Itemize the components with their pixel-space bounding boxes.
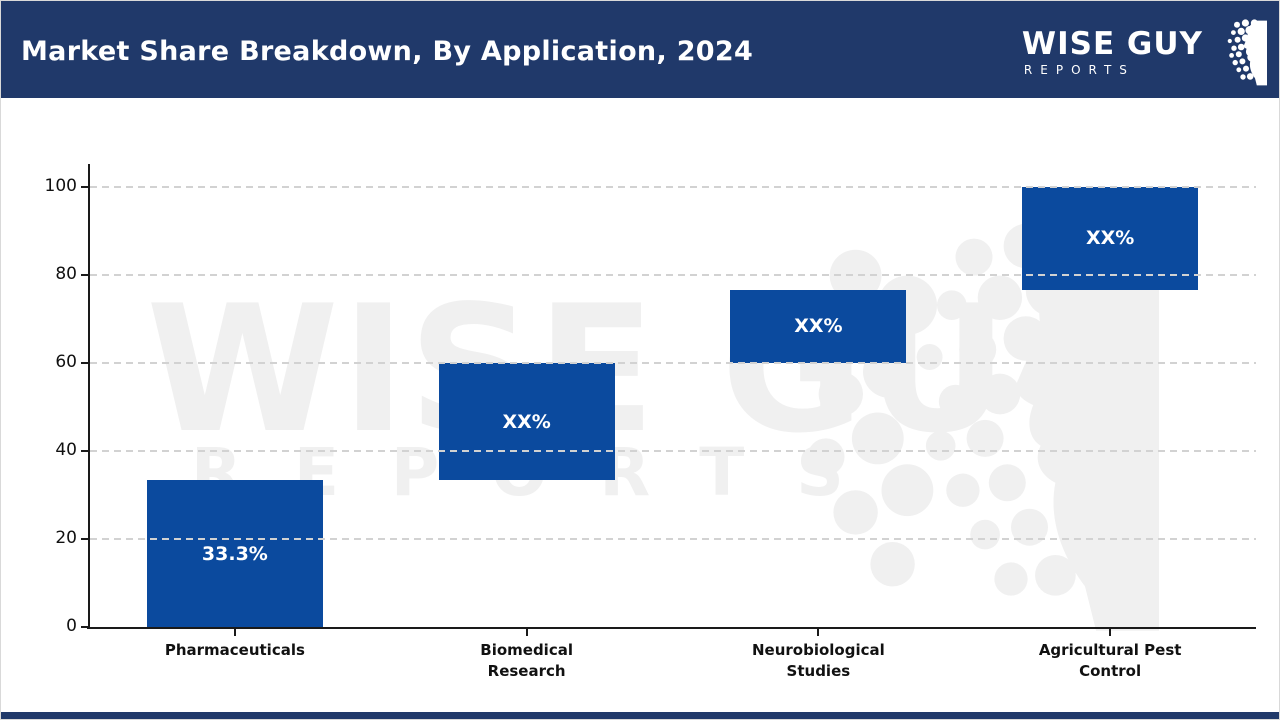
page-title: Market Share Breakdown, By Application, …	[21, 36, 754, 67]
bar-value-label: XX%	[1085, 227, 1135, 250]
y-tick	[81, 538, 89, 540]
bar-value-label: XX%	[502, 410, 551, 433]
x-tick	[1109, 629, 1112, 636]
x-axis-line	[87, 627, 1256, 629]
x-axis-label-line: Biomedical	[480, 641, 573, 659]
x-axis-label: Pharmaceuticals	[165, 640, 305, 661]
x-axis-label-line: Agricultural Pest	[1038, 641, 1182, 659]
x-axis-label-line: Studies	[786, 662, 851, 680]
x-axis-label-line: Research	[487, 662, 566, 680]
y-tick-label: 60	[55, 352, 77, 372]
bar-pharmaceuticals	[146, 480, 323, 627]
x-tick	[817, 629, 820, 636]
bar-value-label: 33.3%	[201, 542, 268, 565]
header-bar: Market Share Breakdown, By Application, …	[1, 1, 1279, 98]
x-tick	[233, 629, 236, 636]
x-axis-label: Biomedical Research	[480, 640, 573, 682]
y-tick	[81, 450, 89, 452]
gridline	[90, 274, 1256, 276]
gridline	[90, 186, 1256, 188]
y-tick-label: 80	[55, 264, 77, 284]
gridline	[90, 538, 1256, 540]
logo-text: WISE GUY REPORTS	[1021, 25, 1203, 77]
bar-agricultural-pest-control	[1022, 187, 1199, 290]
bar-neurobiological-studies	[730, 289, 907, 363]
y-tick-label: 20	[55, 528, 77, 548]
x-tick	[525, 629, 528, 636]
x-axis-label: Neurobiological Studies	[752, 640, 885, 682]
plot-region: 33.3% XX% XX% XX% 0 20 40 60 80 100 Pharmaceutical…	[1, 98, 1279, 714]
logo-subtext: REPORTS	[1023, 62, 1135, 77]
x-axis-label-line: Neurobiological	[751, 641, 885, 659]
gridline	[90, 362, 1256, 364]
footer-bar	[1, 712, 1279, 719]
wiseguy-logo: WISE GUY REPORTS	[1022, 14, 1267, 92]
chart-area: WISE GU REPORTS 33.3%XX%XX%XX%0204060801…	[1, 98, 1279, 714]
x-axis-label-line: Control	[1079, 662, 1142, 680]
gridline	[90, 450, 1256, 452]
y-tick	[81, 274, 89, 276]
logo-wordmark: WISE GUY	[1021, 25, 1203, 62]
y-tick-label: 40	[55, 440, 77, 460]
bar-value-label: XX%	[794, 315, 843, 338]
y-tick	[81, 186, 89, 188]
x-axis-label-line: Pharmaceuticals	[164, 641, 305, 659]
x-axis-label: Agricultural Pest Control	[1039, 640, 1182, 682]
y-tick	[81, 626, 89, 628]
logo-face-icon	[1227, 18, 1267, 85]
y-axis-line	[88, 164, 90, 629]
y-tick-label: 0	[66, 616, 77, 636]
y-tick	[81, 362, 89, 364]
bar-biomedical-research	[438, 363, 615, 481]
y-tick-label: 100	[44, 176, 77, 196]
